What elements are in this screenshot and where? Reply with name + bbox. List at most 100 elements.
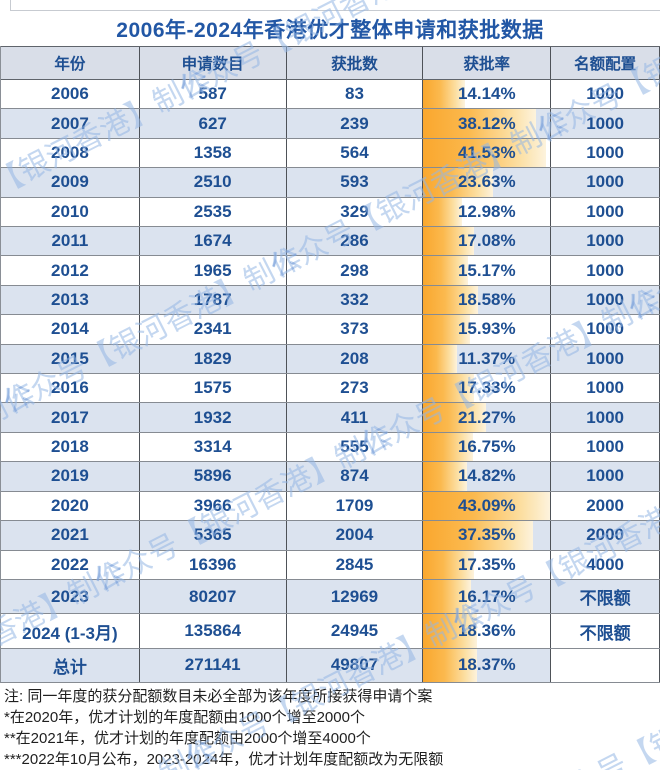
rate-bar bbox=[423, 648, 478, 683]
approvals-cell: 1709 bbox=[287, 491, 424, 521]
rate-bar bbox=[423, 256, 468, 285]
approvals-cell: 329 bbox=[287, 197, 424, 227]
rate-cell: 21.27% bbox=[423, 403, 552, 432]
rate-value: 41.53% bbox=[457, 143, 516, 163]
applications-cell: 3966 bbox=[140, 491, 287, 521]
rate-value: 12.98% bbox=[457, 201, 516, 221]
table-row: 2012 1965 298 15.17% 1000 bbox=[1, 256, 660, 286]
quota-cell: 1000 bbox=[551, 403, 660, 432]
quota-cell: 1000 bbox=[551, 285, 660, 315]
applications-cell: 80207 bbox=[140, 579, 287, 614]
rate-bar bbox=[423, 285, 479, 315]
table-row: 2019 5896 874 14.82% 1000 bbox=[1, 462, 660, 492]
rate-cell: 17.08% bbox=[423, 227, 552, 256]
year-cell: 2022 bbox=[1, 550, 140, 579]
rate-bar bbox=[423, 374, 475, 403]
rate-value: 14.14% bbox=[457, 84, 516, 104]
rate-cell: 16.75% bbox=[423, 432, 552, 462]
year-cell: 2019 bbox=[1, 462, 140, 491]
quota-cell: 1000 bbox=[551, 344, 660, 374]
rate-bar bbox=[423, 614, 478, 648]
rate-value: 15.17% bbox=[457, 260, 516, 280]
applications-cell: 1965 bbox=[140, 256, 287, 285]
data-table: 年份 申请数目 获批数 获批率 名额配置 2006 587 83 14.14% 1000… bbox=[0, 46, 660, 684]
rate-cell: 15.17% bbox=[423, 256, 552, 285]
applications-cell: 16396 bbox=[140, 550, 287, 579]
rate-value: 17.33% bbox=[457, 378, 516, 398]
rate-value: 17.08% bbox=[457, 231, 516, 251]
year-cell: 2016 bbox=[1, 374, 140, 403]
approvals-cell: 208 bbox=[287, 344, 424, 374]
applications-cell: 1575 bbox=[140, 374, 287, 403]
year-cell: 2006 bbox=[1, 80, 140, 109]
rate-bar bbox=[423, 521, 534, 550]
applications-cell: 1932 bbox=[140, 403, 287, 432]
approvals-cell: 83 bbox=[287, 80, 424, 109]
applications-cell: 2510 bbox=[140, 168, 287, 197]
year-cell: 2023 bbox=[1, 579, 140, 614]
rate-value: 16.75% bbox=[457, 437, 516, 457]
page-title: 2006年-2024年香港优才整体申请和获批数据 bbox=[116, 18, 544, 42]
rate-cell: 18.58% bbox=[423, 285, 552, 315]
quota-cell: 1000 bbox=[551, 462, 660, 491]
footnotes: 注: 同一年度的获分配额数目未必全部为该年度所接获得申请个案 *在2020年，优… bbox=[0, 683, 660, 770]
rate-value: 21.27% bbox=[457, 407, 516, 427]
applications-cell: 2535 bbox=[140, 197, 287, 227]
table-row: 2023 80207 12969 16.17% 不限额 bbox=[1, 579, 660, 615]
table-row: 2017 1932 411 21.27% 1000 bbox=[1, 403, 660, 433]
rate-bar bbox=[423, 168, 493, 197]
rate-value: 37.35% bbox=[457, 525, 516, 545]
table-row: 2016 1575 273 17.33% 1000 bbox=[1, 374, 660, 404]
quota-cell: 4000 bbox=[551, 550, 660, 579]
table-row: 2014 2341 373 15.93% 1000 bbox=[1, 315, 660, 345]
rate-value: 23.63% bbox=[457, 172, 516, 192]
approvals-cell: 2845 bbox=[287, 550, 424, 579]
quota-cell: 1000 bbox=[551, 197, 660, 227]
rate-bar bbox=[423, 462, 467, 491]
applications-cell: 135864 bbox=[140, 614, 287, 648]
year-cell: 2013 bbox=[1, 285, 140, 315]
approvals-cell: 874 bbox=[287, 462, 424, 491]
approvals-cell: 239 bbox=[287, 109, 424, 138]
quota-cell: 1000 bbox=[551, 80, 660, 109]
year-cell: 2007 bbox=[1, 109, 140, 138]
quota-cell: 不限额 bbox=[551, 614, 660, 648]
rate-bar bbox=[423, 550, 475, 579]
rate-value: 16.17% bbox=[457, 586, 516, 606]
rate-bar bbox=[423, 315, 471, 344]
year-cell: 2018 bbox=[1, 432, 140, 462]
table-row: 2020 3966 1709 43.09% 2000 bbox=[1, 491, 660, 522]
column-header-approvals: 获批数 bbox=[287, 47, 424, 79]
footnote-line: ***2022年10月公布，2023-2024年，优才计划年度配额改为无限额 bbox=[4, 751, 444, 768]
rate-bar bbox=[423, 197, 462, 227]
quota-cell: 1000 bbox=[551, 109, 660, 138]
rate-bar bbox=[423, 579, 471, 614]
quota-cell: 不限额 bbox=[551, 579, 660, 614]
applications-cell: 627 bbox=[140, 109, 287, 138]
approvals-cell: 12969 bbox=[287, 579, 424, 614]
year-cell: 2020 bbox=[1, 491, 140, 521]
table-row: 2022 16396 2845 17.35% 4000 bbox=[1, 550, 660, 580]
approvals-cell: 332 bbox=[287, 285, 424, 315]
year-cell: 2012 bbox=[1, 256, 140, 285]
table-row: 2013 1787 332 18.58% 1000 bbox=[1, 285, 660, 316]
rate-cell: 15.93% bbox=[423, 315, 552, 344]
table-row: 总计 271141 49807 18.37% bbox=[1, 648, 660, 684]
column-header-quota: 名额配置 bbox=[551, 47, 660, 79]
approvals-cell: 564 bbox=[287, 138, 424, 168]
year-cell: 2017 bbox=[1, 403, 140, 432]
column-header-applications: 申请数目 bbox=[140, 47, 287, 79]
rate-value: 18.58% bbox=[457, 290, 516, 310]
column-header-year: 年份 bbox=[1, 47, 140, 79]
approvals-cell: 593 bbox=[287, 168, 424, 197]
table-row: 2024 (1-3月) 135864 24945 18.36% 不限额 bbox=[1, 614, 660, 649]
rate-cell: 41.53% bbox=[423, 138, 552, 168]
quota-cell: 1000 bbox=[551, 374, 660, 403]
quota-cell: 1000 bbox=[551, 227, 660, 256]
quota-cell: 2000 bbox=[551, 491, 660, 521]
footnote-line: **在2021年，优才计划的年度配额由2000个增至4000个 bbox=[4, 730, 371, 747]
rate-value: 14.82% bbox=[457, 466, 516, 486]
table-header-row: 年份 申请数目 获批数 获批率 名额配置 bbox=[1, 46, 660, 80]
approvals-cell: 273 bbox=[287, 374, 424, 403]
table-row: 2021 5365 2004 37.35% 2000 bbox=[1, 521, 660, 551]
